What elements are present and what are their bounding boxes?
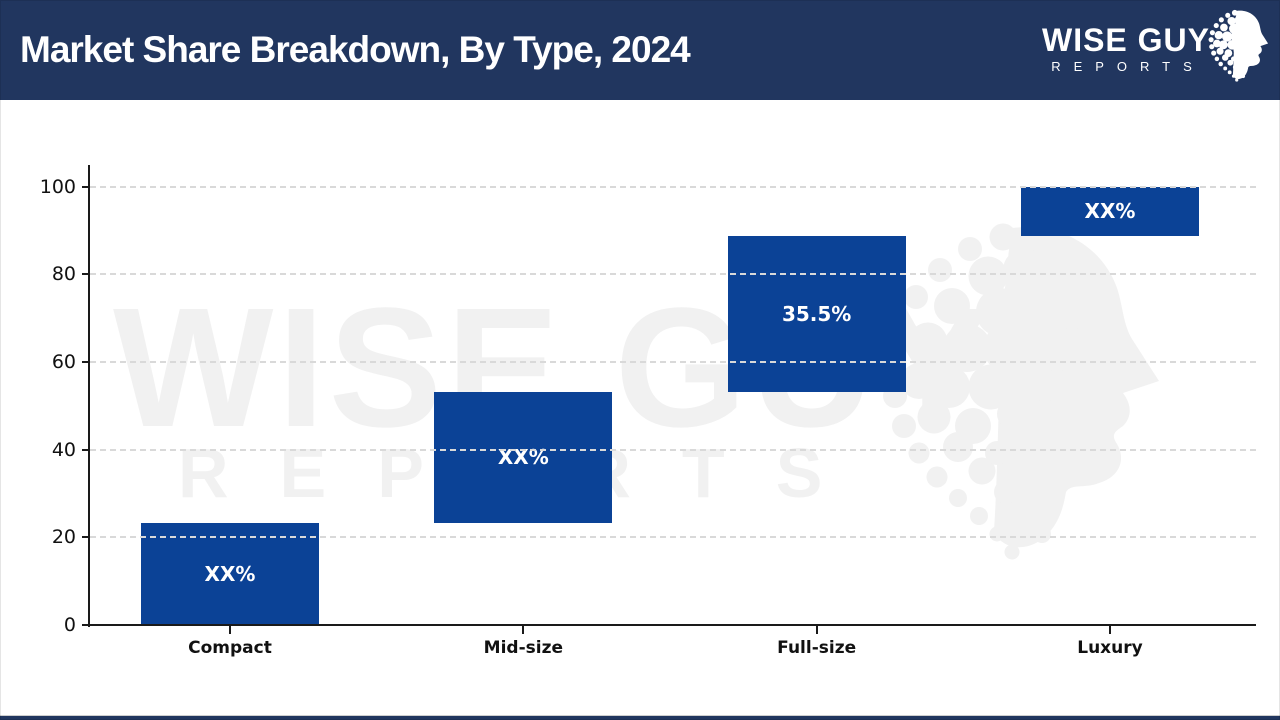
y-axis-tick-100 — [82, 185, 90, 188]
wiseguy-head-icon — [1208, 9, 1269, 82]
y-axis-tick-20 — [82, 536, 90, 539]
y-axis-tick-60 — [82, 361, 90, 363]
x-axis-tick-3 — [1108, 626, 1111, 634]
gridline-60 — [90, 361, 1256, 363]
y-axis-tick-label-80: 80 — [51, 263, 76, 286]
category-label-full-size: Full-size — [777, 638, 857, 658]
category-label-mid-size: Mid-size — [483, 638, 563, 658]
y-axis-spine — [88, 164, 90, 627]
bar-luxury: XX% — [1020, 186, 1199, 237]
bar-full-size: 35.5% — [727, 236, 906, 392]
gridline-40 — [90, 448, 1256, 451]
y-axis-tick-label-100: 100 — [39, 175, 76, 198]
bar-value-label: 35.5% — [781, 301, 852, 326]
y-axis-tick-80 — [82, 273, 90, 276]
logo-wordmark: WISE GUY — [1041, 21, 1210, 58]
x-axis-tick-0 — [229, 626, 231, 634]
category-label-compact: Compact — [188, 638, 272, 658]
x-axis-tick-1 — [522, 626, 525, 634]
y-axis-tick-label-20: 20 — [51, 526, 76, 549]
y-axis-tick-label-40: 40 — [51, 438, 76, 461]
bar-value-label: XX% — [1084, 199, 1136, 224]
x-axis-spine — [88, 624, 1256, 626]
wiseguy-logo-text: WISE GUY REPORTS — [1042, 24, 1210, 73]
bar-mid-size: XX% — [434, 391, 613, 523]
y-axis-tick-label-0: 0 — [63, 614, 76, 636]
watermark-head-graphic — [880, 223, 1159, 560]
footer-hairline — [0, 715, 1280, 716]
gridline-20 — [90, 536, 1256, 539]
y-axis-tick-40 — [82, 448, 90, 451]
header-bar: Market Share Breakdown, By Type, 2024 WI… — [0, 0, 1280, 100]
y-axis-tick-0 — [82, 624, 90, 626]
footer-accent-bar — [0, 716, 1280, 720]
logo-subtitle: REPORTS — [1051, 58, 1205, 74]
bar-compact: XX% — [141, 522, 319, 625]
category-label-luxury: Luxury — [1077, 638, 1143, 658]
wiseguy-logo: WISE GUY REPORTS — [1042, 6, 1270, 90]
gridline-80 — [90, 273, 1256, 276]
bar-value-label: XX% — [204, 561, 256, 586]
x-axis-tick-2 — [815, 626, 818, 634]
y-axis-tick-label-60: 60 — [51, 351, 76, 373]
gridline-100 — [90, 185, 1256, 188]
page-title: Market Share Breakdown, By Type, 2024 — [20, 29, 691, 70]
